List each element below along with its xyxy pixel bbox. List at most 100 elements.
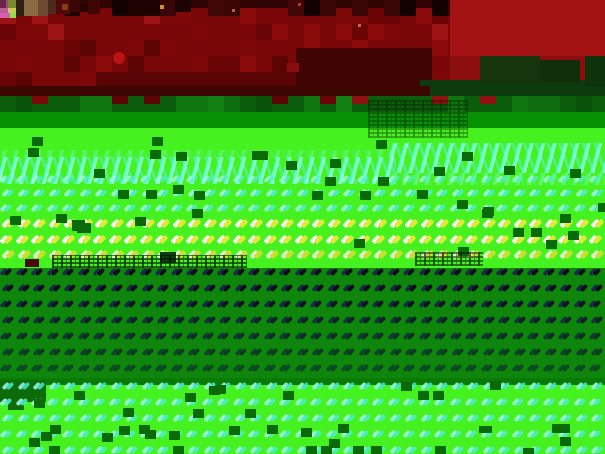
upper-green-band (0, 112, 605, 128)
bright-red-right (450, 0, 605, 56)
green-block-mosaic (192, 96, 208, 112)
dark-cluster-top (175, 0, 191, 12)
green-block-mosaic (496, 96, 512, 112)
confetti-pixel (0, 8, 8, 13)
square-artifact (523, 448, 534, 454)
top-dark-mosaic (384, 0, 400, 16)
square-artifact (229, 426, 240, 435)
square-artifact (479, 426, 492, 433)
square-artifact (560, 437, 571, 446)
glitch-noise-upper (368, 100, 468, 138)
square-artifact (482, 209, 493, 218)
red-block-mosaic (96, 56, 112, 72)
red-dot-artifact (113, 52, 125, 64)
red-block-mosaic (256, 24, 272, 40)
square-artifact (325, 177, 336, 186)
top-dark-mosaic (432, 0, 448, 16)
glitch-noise-left (52, 255, 247, 268)
square-artifact (32, 137, 43, 146)
red-block-mosaic (160, 40, 176, 56)
confetti-pixel (10, 13, 16, 18)
square-artifact (354, 239, 365, 248)
red-block-mosaic (64, 56, 80, 72)
square-artifact (433, 391, 444, 400)
square-artifact (378, 177, 389, 186)
red-block-mosaic (208, 56, 224, 72)
confetti-pixel (25, 259, 39, 267)
square-artifact (56, 214, 67, 223)
red-block-mosaic (0, 72, 16, 88)
square-artifact (513, 228, 524, 237)
square-artifact (330, 159, 341, 168)
square-artifact (102, 433, 113, 442)
square-artifact (417, 190, 428, 199)
top-dark-mosaic (288, 0, 304, 16)
red-block-mosaic (384, 24, 400, 40)
red-block-mosaic (336, 24, 352, 40)
top-dark-mosaic (400, 0, 416, 16)
red-block-mosaic (80, 72, 96, 88)
top-dark-mosaic (224, 0, 240, 16)
square-artifact (193, 409, 204, 418)
square-artifact (192, 209, 203, 218)
top-dark-mosaic (112, 0, 128, 16)
square-artifact (435, 446, 446, 454)
square-artifact (10, 216, 21, 225)
green-block-mosaic (544, 96, 560, 112)
red-block-mosaic (192, 24, 208, 40)
square-artifact (301, 428, 312, 437)
square-artifact (152, 137, 163, 146)
square-artifact (560, 214, 571, 223)
maroon-cluster (296, 48, 432, 92)
square-artifact (418, 391, 429, 400)
square-artifact (28, 148, 39, 157)
confetti-pixel (160, 5, 164, 9)
confetti-pixel (24, 0, 38, 16)
red-block-mosaic (128, 56, 144, 72)
green-block-mosaic (80, 96, 96, 112)
square-artifact (360, 191, 371, 200)
top-dark-mosaic (160, 0, 176, 16)
square-artifact (146, 190, 157, 199)
glitch-noise-right (415, 252, 483, 266)
square-artifact (50, 425, 61, 434)
dark-green-patch-a (480, 56, 540, 82)
square-artifact (458, 247, 469, 256)
top-dark-mosaic (144, 0, 160, 16)
square-artifact (41, 432, 52, 441)
square-artifact (504, 166, 515, 175)
confetti-pixel (0, 0, 6, 8)
red-block-mosaic (192, 56, 208, 72)
square-artifact (329, 439, 340, 448)
confetti-pixel (8, 8, 16, 13)
square-artifact (312, 191, 323, 200)
square-artifact (173, 446, 184, 454)
green-block-mosaic (528, 96, 544, 112)
dark-divider-line (0, 378, 605, 385)
square-artifact (209, 386, 220, 395)
red-block-mosaic (128, 40, 144, 56)
green-block-mosaic (576, 96, 592, 112)
square-artifact (185, 393, 196, 402)
confetti-pixel (62, 4, 68, 10)
square-artifact (353, 446, 364, 454)
square-artifact (598, 203, 605, 212)
square-artifact (123, 408, 134, 417)
zigzag-left-faint (0, 150, 396, 158)
confetti-pixel (0, 13, 10, 18)
zigzag-right (390, 143, 605, 173)
confetti-pixel (232, 9, 235, 12)
square-artifact (552, 424, 570, 433)
red-block-mosaic (176, 8, 192, 24)
green-block-mosaic (512, 96, 528, 112)
square-artifact (306, 446, 317, 454)
top-dark-mosaic (128, 0, 144, 16)
confetti-pixel (298, 3, 301, 6)
green-block-mosaic (304, 96, 320, 112)
square-artifact (267, 425, 278, 434)
square-artifact (194, 191, 205, 200)
top-dark-mosaic (320, 0, 336, 16)
red-block-mosaic (272, 56, 288, 72)
square-artifact (490, 381, 501, 390)
